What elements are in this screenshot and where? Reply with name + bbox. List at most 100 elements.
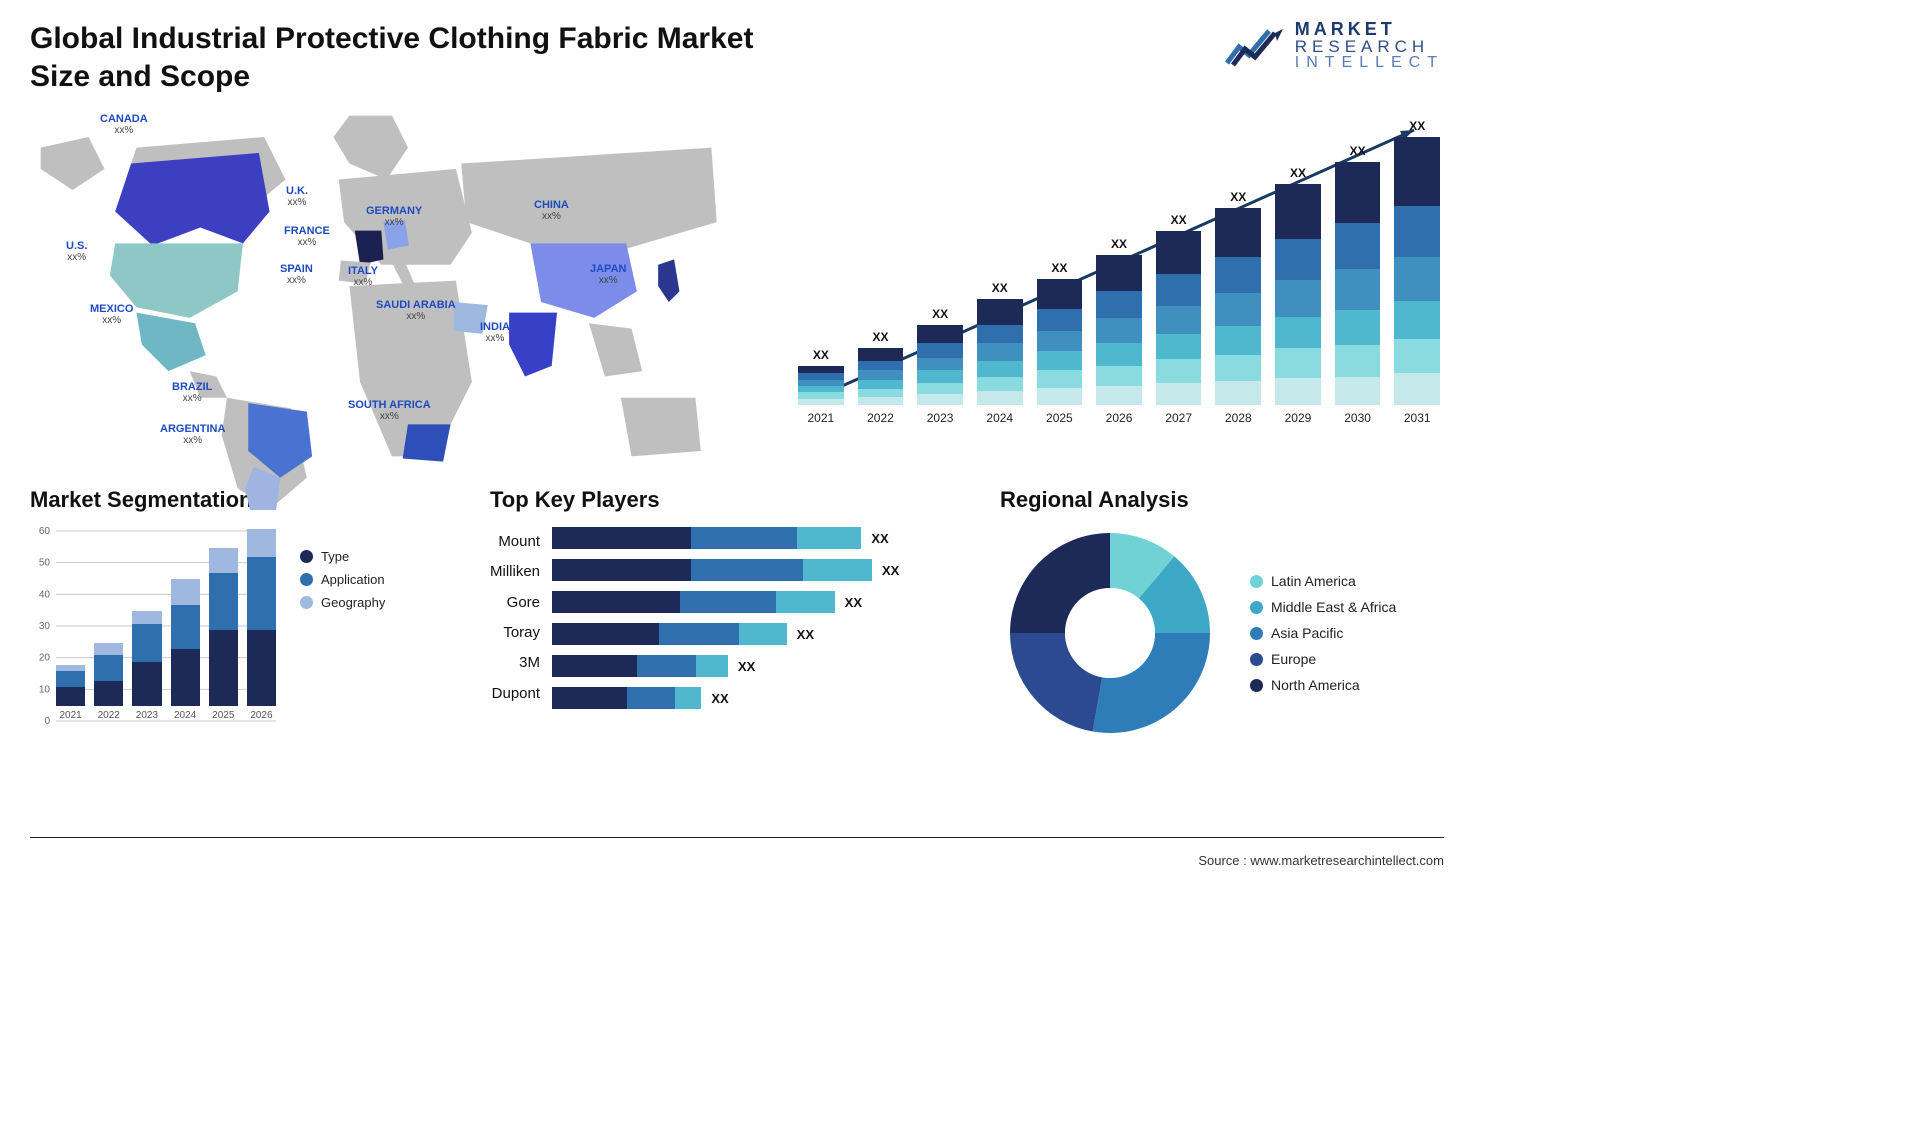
player-seg: [776, 591, 835, 613]
legend-swatch: [1250, 627, 1263, 640]
growth-seg: [1096, 255, 1142, 291]
growth-col-2028: XX2028: [1215, 190, 1261, 425]
svg-text:60: 60: [39, 526, 51, 537]
seg-bar-seg: [171, 605, 200, 649]
growth-seg: [1335, 269, 1381, 310]
legend-label: North America: [1271, 677, 1360, 693]
growth-value-label: XX: [1350, 144, 1366, 158]
growth-category: 2029: [1285, 411, 1312, 425]
player-row-toray: XX: [552, 623, 970, 645]
seg-bar-seg: [247, 557, 276, 630]
map-label-china: CHINAxx%: [534, 199, 569, 222]
legend-swatch: [1250, 601, 1263, 614]
brand-line3: INTELLECT: [1295, 55, 1444, 71]
growth-seg: [1394, 301, 1440, 339]
seg-col-2021: 2021: [56, 665, 85, 721]
seg-col-2025: 2025: [209, 548, 238, 721]
map-label-u-k-: U.K.xx%: [286, 185, 308, 208]
growth-value-label: XX: [1051, 261, 1067, 275]
growth-seg: [1037, 351, 1083, 370]
growth-seg: [917, 358, 963, 371]
growth-col-2025: XX 2025: [1037, 261, 1083, 425]
player-seg: [691, 559, 803, 581]
map-label-u-s-: U.S.xx%: [66, 240, 87, 263]
growth-seg: [917, 394, 963, 405]
player-value: XX: [711, 691, 728, 706]
seg-bar-seg: [94, 655, 123, 680]
growth-seg: [1275, 184, 1321, 239]
growth-seg: [858, 397, 904, 405]
growth-seg: [1275, 378, 1321, 405]
seg-category: 2023: [136, 710, 158, 721]
growth-seg: [1156, 359, 1202, 383]
player-seg: [552, 687, 627, 709]
growth-seg: [1156, 334, 1202, 359]
seg-bar-seg: [132, 624, 161, 662]
seg-bar-seg: [209, 548, 238, 573]
growth-seg: [1156, 306, 1202, 334]
map-region-india: [509, 313, 557, 377]
players-chart: XXXXXXXXXXXX: [552, 523, 970, 713]
regional-title: Regional Analysis: [1000, 487, 1444, 513]
map-label-italy: ITALYxx%: [348, 265, 378, 288]
page-title: Global Industrial Protective Clothing Fa…: [30, 20, 790, 95]
growth-category: 2022: [867, 411, 894, 425]
seg-col-2024: 2024: [171, 579, 200, 721]
svg-text:20: 20: [39, 653, 51, 664]
seg-legend-item: Geography: [300, 595, 385, 610]
player-name: Dupont: [490, 680, 540, 708]
growth-col-2029: XX2029: [1275, 166, 1321, 425]
map-region-mexico: [136, 313, 205, 372]
growth-category: 2025: [1046, 411, 1073, 425]
growth-seg: [1156, 274, 1202, 306]
growth-seg: [1096, 343, 1142, 365]
player-seg: [552, 559, 691, 581]
growth-seg: [1096, 318, 1142, 343]
growth-category: 2021: [807, 411, 834, 425]
seg-bar-seg: [94, 681, 123, 706]
growth-col-2021: XX2021: [798, 348, 844, 425]
player-value: XX: [882, 563, 899, 578]
growth-seg: [1037, 279, 1083, 309]
growth-value-label: XX: [1111, 237, 1127, 251]
player-row-dupont: XX: [552, 687, 970, 709]
seg-bar-seg: [247, 529, 276, 558]
map-label-argentina: ARGENTINAxx%: [160, 423, 225, 446]
growth-category: 2031: [1404, 411, 1431, 425]
players-names: MountMillikenGoreToray3MDupont: [490, 523, 540, 713]
player-name: Mount: [490, 528, 540, 556]
player-name: 3M: [490, 649, 540, 677]
growth-seg: [1335, 162, 1381, 224]
map-label-france: FRANCExx%: [284, 225, 330, 248]
seg-bar-seg: [171, 579, 200, 604]
growth-value-label: XX: [992, 281, 1008, 295]
svg-text:50: 50: [39, 558, 51, 569]
svg-text:30: 30: [39, 621, 51, 632]
seg-col-2023: 2023: [132, 611, 161, 721]
regional-legend: Latin AmericaMiddle East & AfricaAsia Pa…: [1250, 563, 1396, 703]
growth-value-label: XX: [1230, 190, 1246, 204]
growth-seg: [1335, 310, 1381, 345]
legend-swatch: [300, 550, 313, 563]
growth-seg: [977, 391, 1023, 405]
growth-seg: [798, 366, 844, 374]
growth-seg: [977, 361, 1023, 377]
seg-legend-item: Type: [300, 549, 385, 564]
growth-value-label: XX: [932, 307, 948, 321]
map-region-canada: [115, 153, 269, 246]
growth-seg: [1096, 366, 1142, 387]
map-label-saudi-arabia: SAUDI ARABIAxx%: [376, 299, 456, 322]
player-row-3m: XX: [552, 655, 970, 677]
seg-col-2026: 2026: [247, 529, 276, 721]
growth-seg: [1215, 326, 1261, 354]
growth-seg: [1335, 223, 1381, 269]
legend-label: Middle East & Africa: [1271, 599, 1396, 615]
seg-bar-seg: [132, 662, 161, 706]
legend-label: Type: [321, 549, 349, 564]
growth-seg: [1275, 239, 1321, 280]
growth-seg: [858, 380, 904, 389]
map-label-germany: GERMANYxx%: [366, 205, 422, 228]
player-name: Toray: [490, 619, 540, 647]
map-region-australia: [621, 398, 701, 457]
growth-value-label: XX: [1171, 213, 1187, 227]
